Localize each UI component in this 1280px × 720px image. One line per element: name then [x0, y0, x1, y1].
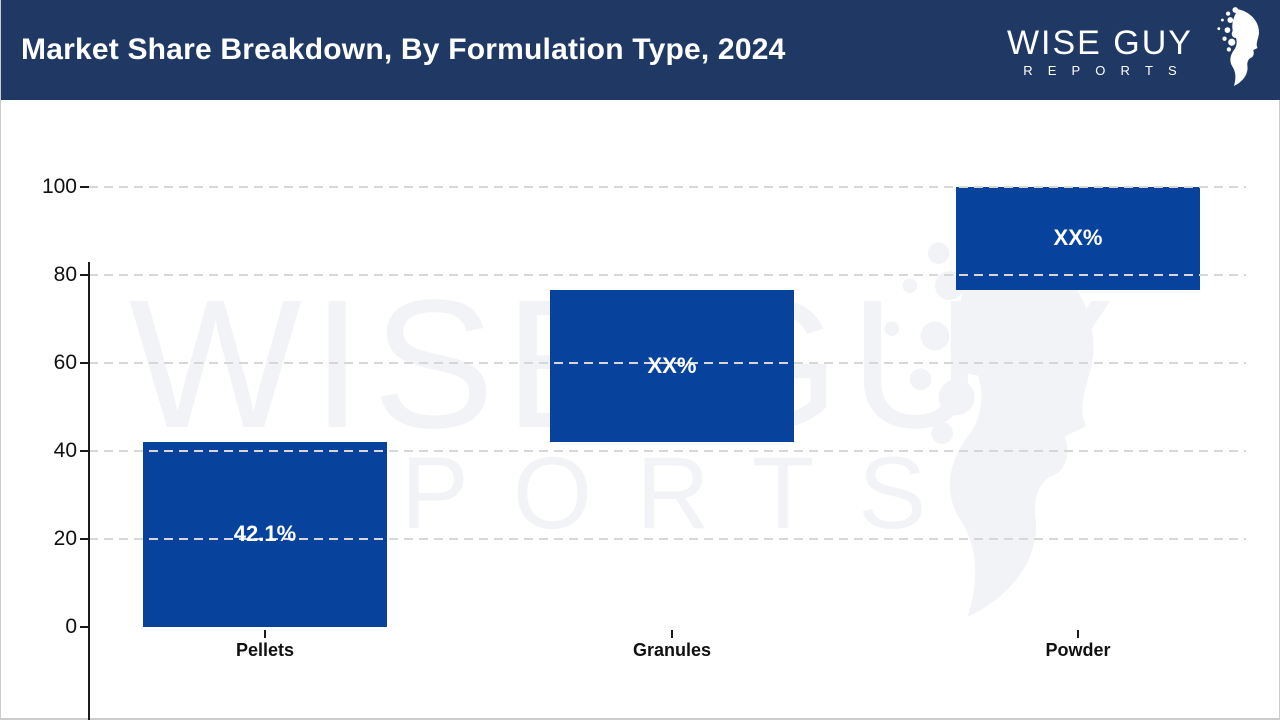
bar-pellets [143, 441, 387, 627]
y-tick-mark-100 [80, 186, 89, 188]
gridline-100 [89, 186, 1246, 188]
page-title: Market Share Breakdown, By Formulation T… [21, 33, 786, 66]
y-tick-label-60: 60 [53, 351, 77, 374]
bar-value-label-powder: XX% [1053, 225, 1103, 251]
gridline-80 [89, 274, 1246, 276]
header-bar: Market Share Breakdown, By Formulation T… [1, 0, 1280, 100]
y-axis-line [88, 262, 90, 720]
logo-wordmark: WISE GUY [1006, 24, 1193, 62]
bar-granules [550, 289, 794, 442]
wise-guy-reports-logo: WISE GUY R E P O R T S [1007, 7, 1267, 91]
y-tick-mark-40 [80, 450, 89, 452]
chart-area: 42.1% Pellets XX% Granules XX% Powder 0 20 40 60… [1, 100, 1280, 720]
gridline-40 [89, 450, 1246, 452]
logo-text: WISE GUY R E P O R T S [1007, 26, 1193, 78]
logo-subtitle: R E P O R T S [1023, 63, 1184, 78]
y-tick-mark-20 [80, 538, 89, 540]
bar-value-label-granules: XX% [647, 352, 697, 378]
y-tick-label-40: 40 [53, 439, 77, 462]
gridline-20 [89, 538, 1246, 540]
dotted-head-icon [1217, 7, 1259, 86]
y-tick-mark-80 [80, 274, 89, 276]
x-tick-mark-powder [1077, 630, 1079, 638]
bar-value-label-pellets: 42.1% [233, 521, 297, 547]
x-tick-mark-pellets [264, 630, 266, 638]
y-tick-label-20: 20 [53, 527, 77, 550]
x-tick-mark-granules [671, 630, 673, 638]
gridline-60 [89, 362, 1246, 364]
y-tick-label-80: 80 [53, 263, 77, 286]
x-category-label-pellets: Pellets [235, 640, 295, 660]
x-category-label-powder: Powder [1045, 640, 1111, 660]
y-tick-label-0: 0 [65, 615, 77, 638]
y-tick-mark-0 [80, 626, 89, 628]
x-category-label-granules: Granules [632, 640, 712, 660]
y-tick-mark-60 [80, 362, 89, 364]
y-tick-label-100: 100 [41, 175, 77, 198]
